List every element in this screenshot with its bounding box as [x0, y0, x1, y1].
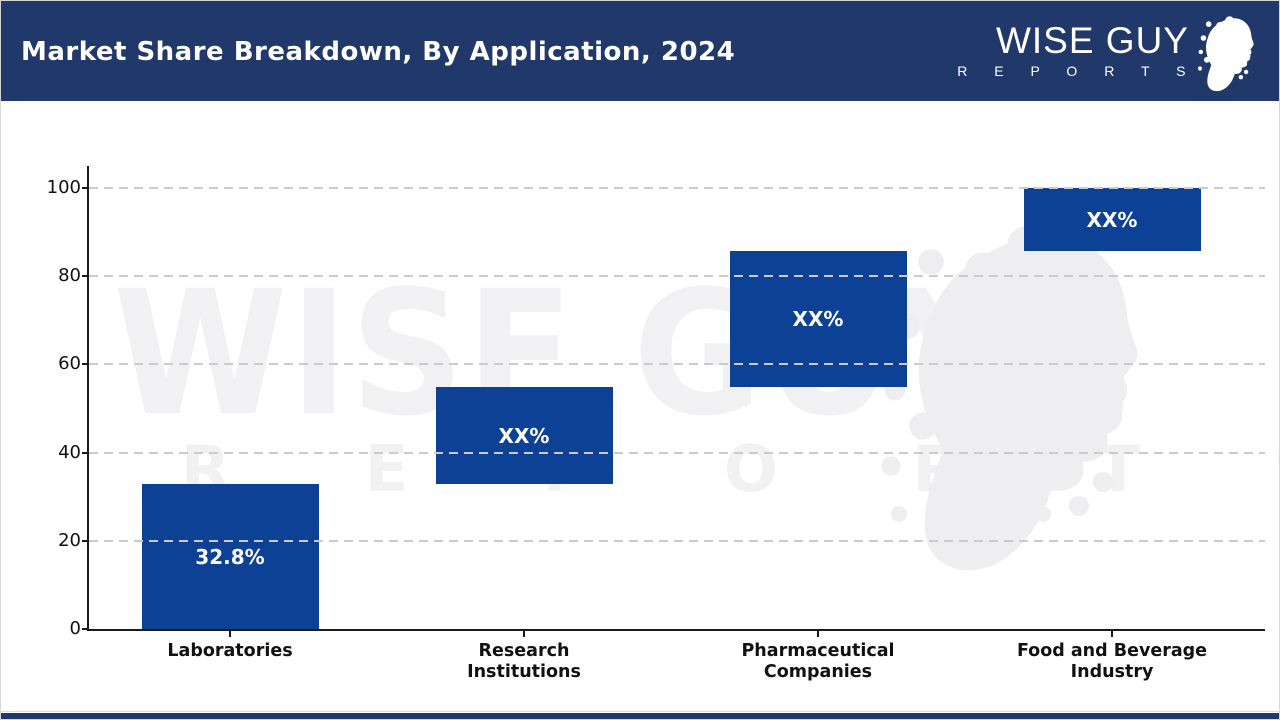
bar-value-label-1: XX% [498, 423, 550, 448]
y-tick-mark-60 [82, 363, 89, 366]
brand-subtitle: R E P O R T S [957, 63, 1197, 79]
gridline-y-100 [89, 187, 1265, 189]
plot-area: 0 20 40 60 80 100 32.8% XX% XX% XX% Laboratories Re… [1, 101, 1279, 715]
x-tick-mark-1 [523, 631, 525, 637]
brand-name: WISE GUY [995, 20, 1189, 61]
gridline-y-60 [89, 363, 1265, 366]
footer-divider [1, 711, 1279, 712]
footer-accent-bar [1, 713, 1279, 719]
brand-face-dots-icon [1197, 16, 1254, 92]
x-category-label-2: Pharmaceutical Companies [741, 641, 895, 682]
y-tick-mark-80 [82, 275, 89, 278]
y-tick-label-80: 80 [58, 265, 81, 287]
bar-3 [1023, 188, 1201, 252]
brand-logo-text: WISE GUY R E P O R T S [957, 20, 1189, 80]
y-tick-label-40: 40 [58, 441, 81, 463]
gridline-y-80 [89, 275, 1265, 278]
y-tick-mark-20 [82, 539, 89, 542]
bar-0 [141, 484, 319, 629]
x-tick-mark-3 [1111, 631, 1113, 637]
x-axis-spine [87, 629, 1265, 631]
y-axis-spine [87, 165, 89, 631]
y-tick-label-100: 100 [46, 177, 81, 198]
header-banner: Market Share Breakdown, By Application, … [1, 1, 1279, 101]
x-category-label-1: Research Institutions [467, 641, 581, 682]
x-tick-mark-0 [229, 631, 231, 637]
y-tick-label-60: 60 [58, 353, 81, 375]
y-tick-mark-40 [82, 451, 89, 454]
bar-value-label-3: XX% [1086, 207, 1138, 232]
y-tick-label-20: 20 [58, 529, 81, 551]
bar-1 [435, 386, 613, 485]
y-tick-mark-0 [82, 628, 89, 630]
gridline-y-20 [89, 539, 1265, 542]
chart-title: Market Share Breakdown, By Application, … [21, 37, 736, 67]
bar-value-label-2: XX% [792, 306, 844, 331]
brand-logo: WISE GUY R E P O R T S [957, 7, 1267, 97]
y-tick-label-0: 0 [69, 618, 81, 639]
x-category-label-3: Food and Beverage Industry [1016, 641, 1208, 682]
x-category-label-0: Laboratories [167, 641, 293, 661]
bar-value-label-0: 32.8% [195, 544, 265, 569]
y-tick-mark-100 [82, 187, 89, 189]
gridline-y-40 [89, 451, 1265, 454]
x-tick-mark-2 [817, 631, 819, 637]
